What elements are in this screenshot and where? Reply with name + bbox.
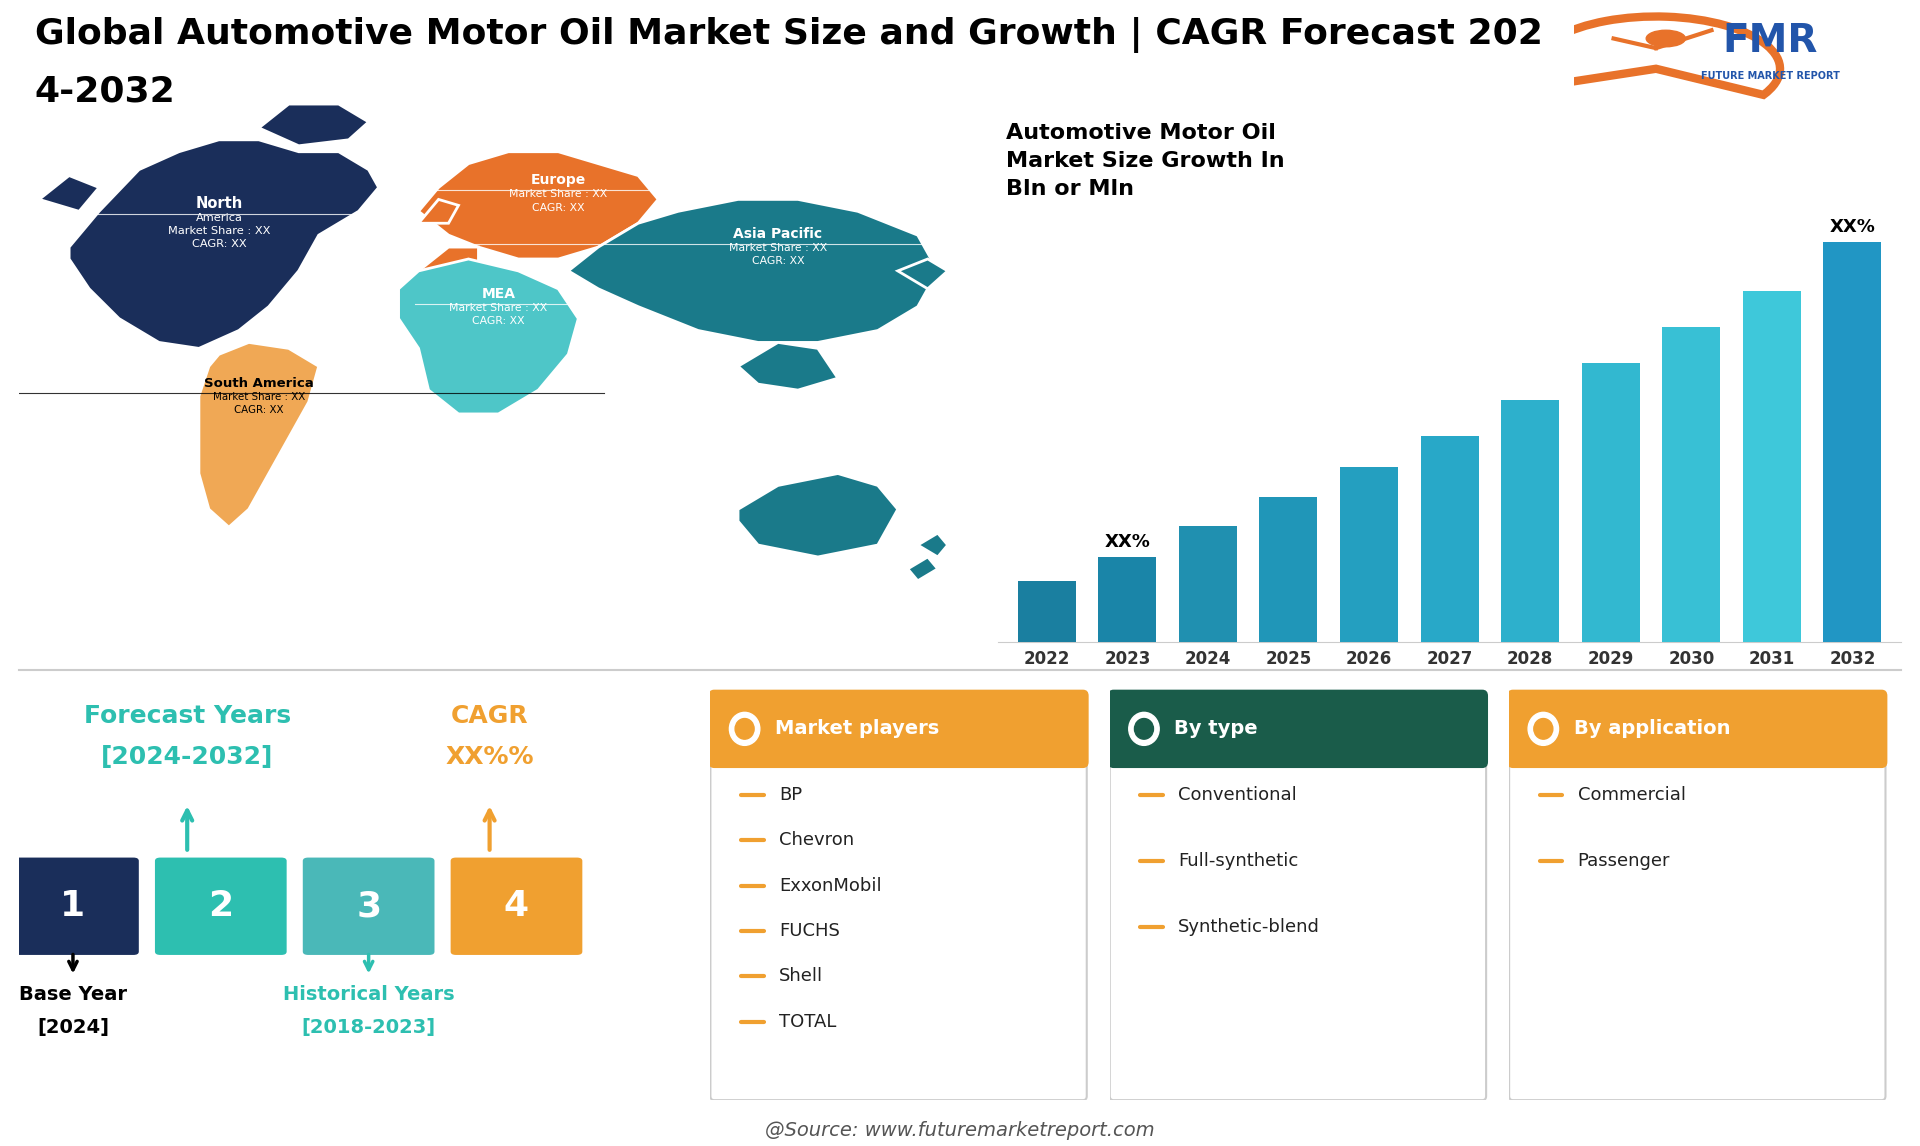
- Text: Full-synthetic: Full-synthetic: [1179, 851, 1298, 870]
- Text: FUTURE MARKET REPORT: FUTURE MARKET REPORT: [1701, 71, 1839, 80]
- Text: Shell: Shell: [780, 967, 824, 986]
- FancyBboxPatch shape: [1509, 692, 1885, 1100]
- Text: XX%: XX%: [1830, 219, 1876, 236]
- Bar: [1824, 243, 1882, 642]
- Polygon shape: [737, 473, 899, 557]
- FancyBboxPatch shape: [1108, 690, 1488, 768]
- Text: MEA: MEA: [482, 286, 515, 300]
- Text: Historical Years: Historical Years: [282, 984, 455, 1004]
- Text: CAGR: XX: CAGR: XX: [234, 406, 284, 415]
- Polygon shape: [908, 557, 937, 581]
- Polygon shape: [419, 248, 478, 283]
- Text: Market Share : XX: Market Share : XX: [730, 243, 828, 253]
- Polygon shape: [918, 533, 948, 557]
- Text: CAGR: XX: CAGR: XX: [751, 257, 804, 266]
- FancyBboxPatch shape: [156, 857, 286, 955]
- FancyBboxPatch shape: [451, 857, 582, 955]
- Text: 1: 1: [60, 889, 86, 924]
- Bar: [1421, 435, 1478, 642]
- Bar: [1340, 468, 1398, 642]
- Bar: [1501, 400, 1559, 642]
- Polygon shape: [200, 343, 319, 527]
- Text: XX%: XX%: [1104, 533, 1150, 551]
- Text: XX%%: XX%%: [445, 745, 534, 769]
- Circle shape: [735, 719, 755, 739]
- Text: @Source: www.futuremarketreport.com: @Source: www.futuremarketreport.com: [766, 1121, 1154, 1140]
- Text: [2024-2032]: [2024-2032]: [102, 745, 273, 769]
- Text: [2018-2023]: [2018-2023]: [301, 1018, 436, 1037]
- Text: Automotive Motor Oil
Market Size Growth In
Bln or Mln: Automotive Motor Oil Market Size Growth …: [1006, 123, 1284, 198]
- Text: CAGR: XX: CAGR: XX: [532, 203, 586, 212]
- Text: CAGR: XX: CAGR: XX: [192, 240, 246, 250]
- Polygon shape: [419, 199, 459, 223]
- Text: America: America: [196, 213, 242, 223]
- Text: FMR: FMR: [1722, 22, 1818, 61]
- Text: Market Share : XX: Market Share : XX: [509, 189, 607, 199]
- Polygon shape: [568, 199, 937, 343]
- Text: FUCHS: FUCHS: [780, 923, 839, 940]
- Text: 2: 2: [207, 889, 234, 924]
- Bar: [1663, 327, 1720, 642]
- Text: Base Year: Base Year: [19, 984, 127, 1004]
- Text: 4: 4: [503, 889, 530, 924]
- Text: Global Automotive Motor Oil Market Size and Growth | CAGR Forecast 202: Global Automotive Motor Oil Market Size …: [35, 17, 1542, 53]
- Text: Market Share : XX: Market Share : XX: [449, 303, 547, 313]
- Text: North: North: [196, 196, 242, 211]
- FancyBboxPatch shape: [303, 857, 434, 955]
- Circle shape: [1645, 30, 1686, 47]
- Text: Synthetic-blend: Synthetic-blend: [1179, 918, 1321, 936]
- FancyBboxPatch shape: [8, 857, 138, 955]
- Text: CAGR: XX: CAGR: XX: [472, 316, 524, 325]
- Bar: [1260, 496, 1317, 642]
- Text: 3: 3: [355, 889, 382, 924]
- Polygon shape: [69, 140, 378, 348]
- Polygon shape: [737, 343, 837, 390]
- Text: By type: By type: [1175, 720, 1258, 738]
- Circle shape: [1135, 719, 1154, 739]
- FancyBboxPatch shape: [1507, 690, 1887, 768]
- Bar: [1098, 557, 1156, 642]
- Text: Market players: Market players: [776, 720, 939, 738]
- Polygon shape: [419, 151, 659, 259]
- Circle shape: [1534, 719, 1553, 739]
- Text: Market Share : XX: Market Share : XX: [167, 227, 271, 236]
- Text: Passenger: Passenger: [1578, 851, 1670, 870]
- Text: Asia Pacific: Asia Pacific: [733, 227, 822, 241]
- Text: [2024]: [2024]: [36, 1018, 109, 1037]
- Bar: [1179, 526, 1236, 642]
- FancyBboxPatch shape: [710, 692, 1087, 1100]
- Text: By application: By application: [1574, 720, 1730, 738]
- Text: CAGR: CAGR: [451, 704, 528, 728]
- Bar: [1582, 363, 1640, 642]
- Text: TOTAL: TOTAL: [780, 1013, 837, 1030]
- Text: South America: South America: [204, 377, 313, 390]
- Circle shape: [1528, 713, 1559, 745]
- Text: Chevron: Chevron: [780, 831, 854, 849]
- Text: BP: BP: [780, 786, 803, 803]
- Circle shape: [730, 713, 760, 745]
- Text: Market Share : XX: Market Share : XX: [213, 392, 305, 402]
- Text: Europe: Europe: [530, 173, 586, 188]
- Text: 4-2032: 4-2032: [35, 74, 175, 109]
- Polygon shape: [259, 104, 369, 146]
- Polygon shape: [899, 259, 948, 289]
- Text: Commercial: Commercial: [1578, 786, 1686, 803]
- Text: Forecast Years: Forecast Years: [84, 704, 290, 728]
- FancyBboxPatch shape: [1110, 692, 1486, 1100]
- Text: Conventional: Conventional: [1179, 786, 1296, 803]
- Polygon shape: [38, 175, 100, 211]
- Bar: [1743, 291, 1801, 642]
- Polygon shape: [399, 259, 578, 414]
- FancyBboxPatch shape: [708, 690, 1089, 768]
- Text: ExxonMobil: ExxonMobil: [780, 877, 881, 895]
- Circle shape: [1129, 713, 1160, 745]
- Bar: [1018, 581, 1075, 642]
